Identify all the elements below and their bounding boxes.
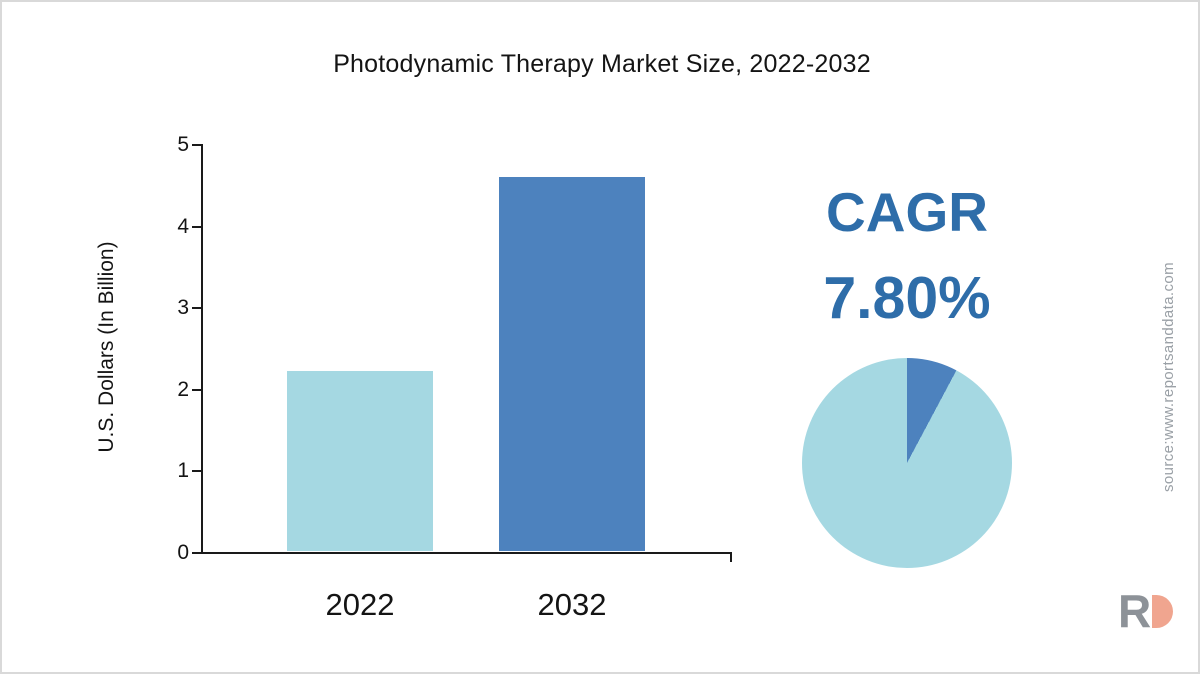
source-watermark: source:www.reportsanddata.com xyxy=(1160,261,1177,492)
y-tick-label: 3 xyxy=(177,296,189,320)
logo: R xyxy=(1118,585,1174,637)
x-axis-line xyxy=(201,552,732,554)
x-axis-end-tick xyxy=(730,552,732,562)
y-tick-mark xyxy=(192,225,201,228)
bar-2022 xyxy=(287,371,433,551)
pie-chart xyxy=(802,358,1012,568)
y-tick-label: 0 xyxy=(177,541,189,564)
y-tick-mark xyxy=(192,307,201,310)
x-tick-label-2032: 2032 xyxy=(537,587,607,622)
y-tick-label: 1 xyxy=(177,459,189,483)
logo-letter: R xyxy=(1118,585,1152,637)
y-tick-label: 4 xyxy=(177,214,189,238)
chart-title: Photodynamic Therapy Market Size, 2022-2… xyxy=(333,50,871,78)
y-tick-mark xyxy=(192,144,201,146)
cagr-label: CAGR xyxy=(826,181,988,243)
y-tick-mark xyxy=(192,552,201,554)
bar-2032 xyxy=(499,177,645,551)
y-axis-line xyxy=(201,144,203,554)
cagr-value: 7.80% xyxy=(823,265,991,331)
y-tick-mark xyxy=(192,388,201,391)
y-tick-mark xyxy=(192,470,201,473)
y-axis-label: U.S. Dollars (In Billion) xyxy=(95,241,118,453)
x-tick-label-2022: 2022 xyxy=(325,587,395,622)
logo-shape-icon xyxy=(1152,594,1174,628)
y-tick-label: 2 xyxy=(177,377,189,401)
y-tick-label: 5 xyxy=(177,133,189,156)
